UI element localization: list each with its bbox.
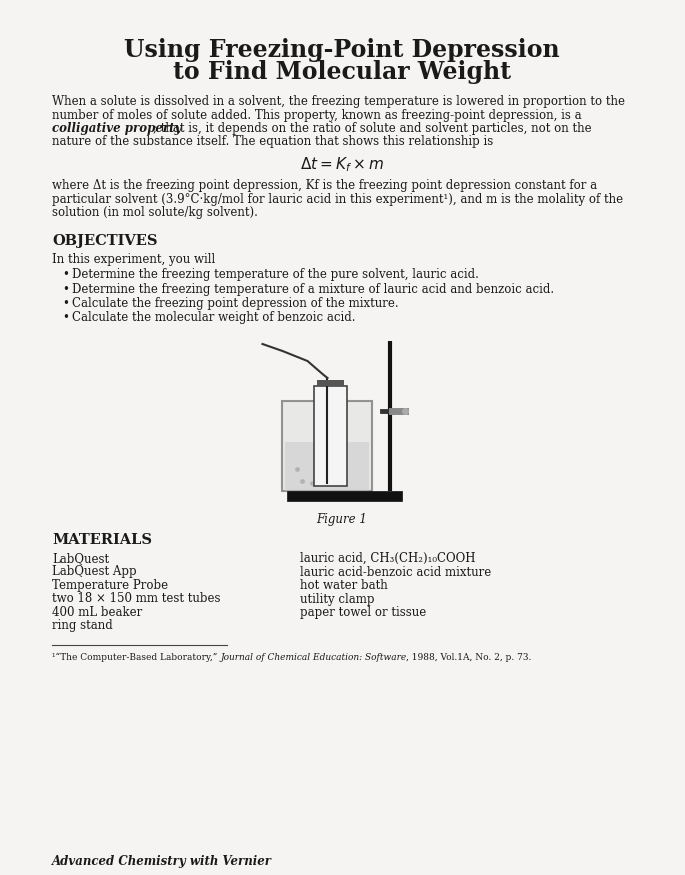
Text: paper towel or tissue: paper towel or tissue: [300, 606, 426, 619]
Text: Determine the freezing temperature of a mixture of lauric acid and benzoic acid.: Determine the freezing temperature of a …: [72, 283, 554, 296]
Text: , 1988, Vol.1A, No. 2, p. 73.: , 1988, Vol.1A, No. 2, p. 73.: [406, 653, 532, 662]
Text: •: •: [62, 268, 69, 281]
Text: ¹“The Computer-Based Laboratory,”: ¹“The Computer-Based Laboratory,”: [52, 653, 221, 662]
Text: Journal of Chemical Education: Software: Journal of Chemical Education: Software: [221, 653, 406, 662]
Text: $\Delta t = K_f \times m$: $\Delta t = K_f \times m$: [300, 155, 384, 174]
Text: •: •: [62, 312, 69, 325]
Text: where Δt is the freezing point depression, Kf is the freezing point depression c: where Δt is the freezing point depressio…: [52, 179, 597, 192]
Text: particular solvent (3.9°C·kg/mol for lauric acid in this experiment¹), and m is : particular solvent (3.9°C·kg/mol for lau…: [52, 192, 623, 206]
Text: hot water bath: hot water bath: [300, 579, 388, 592]
Bar: [317, 380, 344, 386]
Text: 400 mL beaker: 400 mL beaker: [52, 606, 142, 619]
Text: colligative property: colligative property: [52, 122, 182, 135]
Text: nature of the substance itself. The equation that shows this relationship is: nature of the substance itself. The equa…: [52, 136, 493, 149]
Bar: [287, 491, 402, 501]
Text: number of moles of solute added. This property, known as freezing-point depressi: number of moles of solute added. This pr…: [52, 108, 582, 122]
Text: solution (in mol solute/kg solvent).: solution (in mol solute/kg solvent).: [52, 206, 258, 219]
Text: MATERIALS: MATERIALS: [52, 533, 152, 547]
Text: LabQuest: LabQuest: [52, 552, 109, 565]
Text: to Find Molecular Weight: to Find Molecular Weight: [173, 60, 511, 84]
Text: ; that is, it depends on the ratio of solute and solvent particles, not on the: ; that is, it depends on the ratio of so…: [153, 122, 592, 135]
Text: Figure 1: Figure 1: [316, 513, 367, 526]
Text: Advanced Chemistry with Vernier: Advanced Chemistry with Vernier: [52, 855, 272, 868]
Text: utility clamp: utility clamp: [300, 592, 375, 605]
Bar: [285, 442, 369, 491]
Text: LabQuest App: LabQuest App: [52, 565, 136, 578]
Text: Temperature Probe: Temperature Probe: [52, 579, 168, 592]
Text: Calculate the molecular weight of benzoic acid.: Calculate the molecular weight of benzoi…: [72, 312, 356, 325]
Text: two 18 × 150 mm test tubes: two 18 × 150 mm test tubes: [52, 592, 221, 605]
Text: lauric acid-benzoic acid mixture: lauric acid-benzoic acid mixture: [300, 565, 491, 578]
Text: ring stand: ring stand: [52, 620, 113, 633]
Text: When a solute is dissolved in a solvent, the freezing temperature is lowered in : When a solute is dissolved in a solvent,…: [52, 95, 625, 108]
Text: Calculate the freezing point depression of the mixture.: Calculate the freezing point depression …: [72, 297, 399, 310]
Text: •: •: [62, 297, 69, 310]
Text: In this experiment, you will: In this experiment, you will: [52, 253, 215, 265]
Text: Determine the freezing temperature of the pure solvent, lauric acid.: Determine the freezing temperature of th…: [72, 268, 479, 281]
Text: OBJECTIVES: OBJECTIVES: [52, 234, 158, 248]
FancyBboxPatch shape: [282, 401, 372, 491]
Text: lauric acid, CH₃(CH₂)₁₀COOH: lauric acid, CH₃(CH₂)₁₀COOH: [300, 552, 475, 565]
Bar: [314, 386, 347, 486]
Text: •: •: [62, 283, 69, 296]
Text: Using Freezing-Point Depression: Using Freezing-Point Depression: [124, 38, 560, 62]
